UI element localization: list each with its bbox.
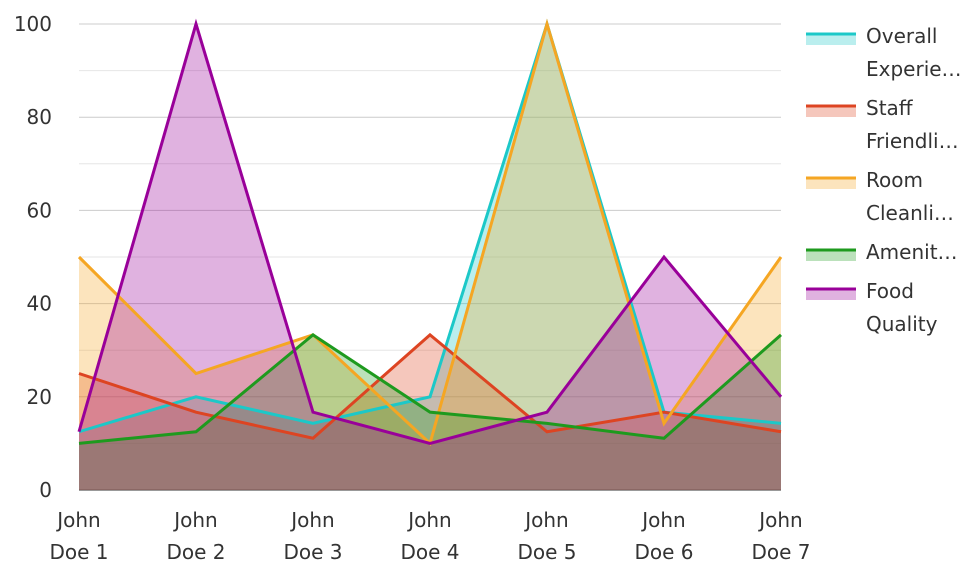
y-tick-label-2: 40 xyxy=(27,292,52,316)
y-tick-label-3: 60 xyxy=(27,198,52,222)
series-lines xyxy=(77,18,783,447)
legend-label-line: Food xyxy=(866,279,914,303)
x-tick-label-line: John xyxy=(523,508,569,532)
legend-label-line: Overall xyxy=(866,24,937,48)
legend-label-line: Experie… xyxy=(866,57,962,81)
series-line-4 xyxy=(78,332,782,445)
x-tick-label-1: John Doe 1 xyxy=(49,508,108,562)
y-tick-label-4: 80 xyxy=(27,105,52,129)
series-area-5 xyxy=(79,24,781,490)
x-tick-label-line: John xyxy=(55,508,101,532)
series-line-2 xyxy=(78,332,782,440)
legend-label-line: Room xyxy=(866,168,923,192)
legend-label: Overall Experie… xyxy=(866,24,962,81)
y-axis: 0 20 40 60 80 100 xyxy=(14,12,52,502)
x-tick-label-4: John Doe 4 xyxy=(400,508,459,562)
x-tick-label-line: Doe 4 xyxy=(400,540,459,562)
y-tick-label-0: 0 xyxy=(39,478,52,502)
x-tick-label-6: John Doe 6 xyxy=(634,508,693,562)
x-tick-label-2: John Doe 2 xyxy=(166,508,225,562)
y-tick-label-1: 20 xyxy=(27,385,52,409)
x-tick-label-line: Doe 1 xyxy=(49,540,108,562)
legend-swatch xyxy=(806,33,856,45)
legend-label-line: Amenit… xyxy=(866,240,958,264)
legend-item-3: Room Cleanli… xyxy=(806,168,954,225)
legend-label: Staff Friendli… xyxy=(866,96,959,153)
x-tick-label-7: John Doe 7 xyxy=(751,508,810,562)
legend-label-line: Friendli… xyxy=(866,129,959,153)
x-tick-label-line: Doe 5 xyxy=(517,540,576,562)
legend-swatch xyxy=(806,177,856,189)
series-area-1 xyxy=(79,24,781,490)
x-tick-label-line: Doe 2 xyxy=(166,540,225,562)
legend-swatch xyxy=(806,249,856,261)
y-tick-label-5: 100 xyxy=(14,12,52,36)
x-tick-label-line: Doe 3 xyxy=(283,540,342,562)
x-tick-label-line: John xyxy=(640,508,686,532)
x-tick-label-line: John xyxy=(172,508,218,532)
legend-item-1: Overall Experie… xyxy=(806,24,962,81)
series-area-3 xyxy=(79,24,781,490)
legend-label: Amenit… xyxy=(866,240,958,264)
x-tick-label-line: John xyxy=(289,508,335,532)
x-tick-label-line: Doe 6 xyxy=(634,540,693,562)
legend: Overall Experie… Staff Friendli… Room Cleanli… xyxy=(806,24,962,336)
x-tick-label-5: John Doe 5 xyxy=(517,508,576,562)
series-line-5 xyxy=(77,18,783,445)
x-tick-label-3: John Doe 3 xyxy=(283,508,342,562)
legend-item-2: Staff Friendli… xyxy=(806,96,959,153)
legend-label-line: Staff xyxy=(866,96,914,120)
legend-label: Room Cleanli… xyxy=(866,168,954,225)
legend-item-5: Food Quality xyxy=(806,279,938,336)
x-tick-label-line: Doe 7 xyxy=(751,540,810,562)
legend-item-4: Amenit… xyxy=(806,240,958,264)
legend-swatch xyxy=(806,105,856,117)
x-tick-label-line: John xyxy=(757,508,803,532)
legend-label: Food Quality xyxy=(866,279,938,336)
legend-label-line: Quality xyxy=(866,312,938,336)
legend-swatch xyxy=(806,288,856,300)
legend-label-line: Cleanli… xyxy=(866,201,954,225)
x-tick-label-line: John xyxy=(406,508,452,532)
